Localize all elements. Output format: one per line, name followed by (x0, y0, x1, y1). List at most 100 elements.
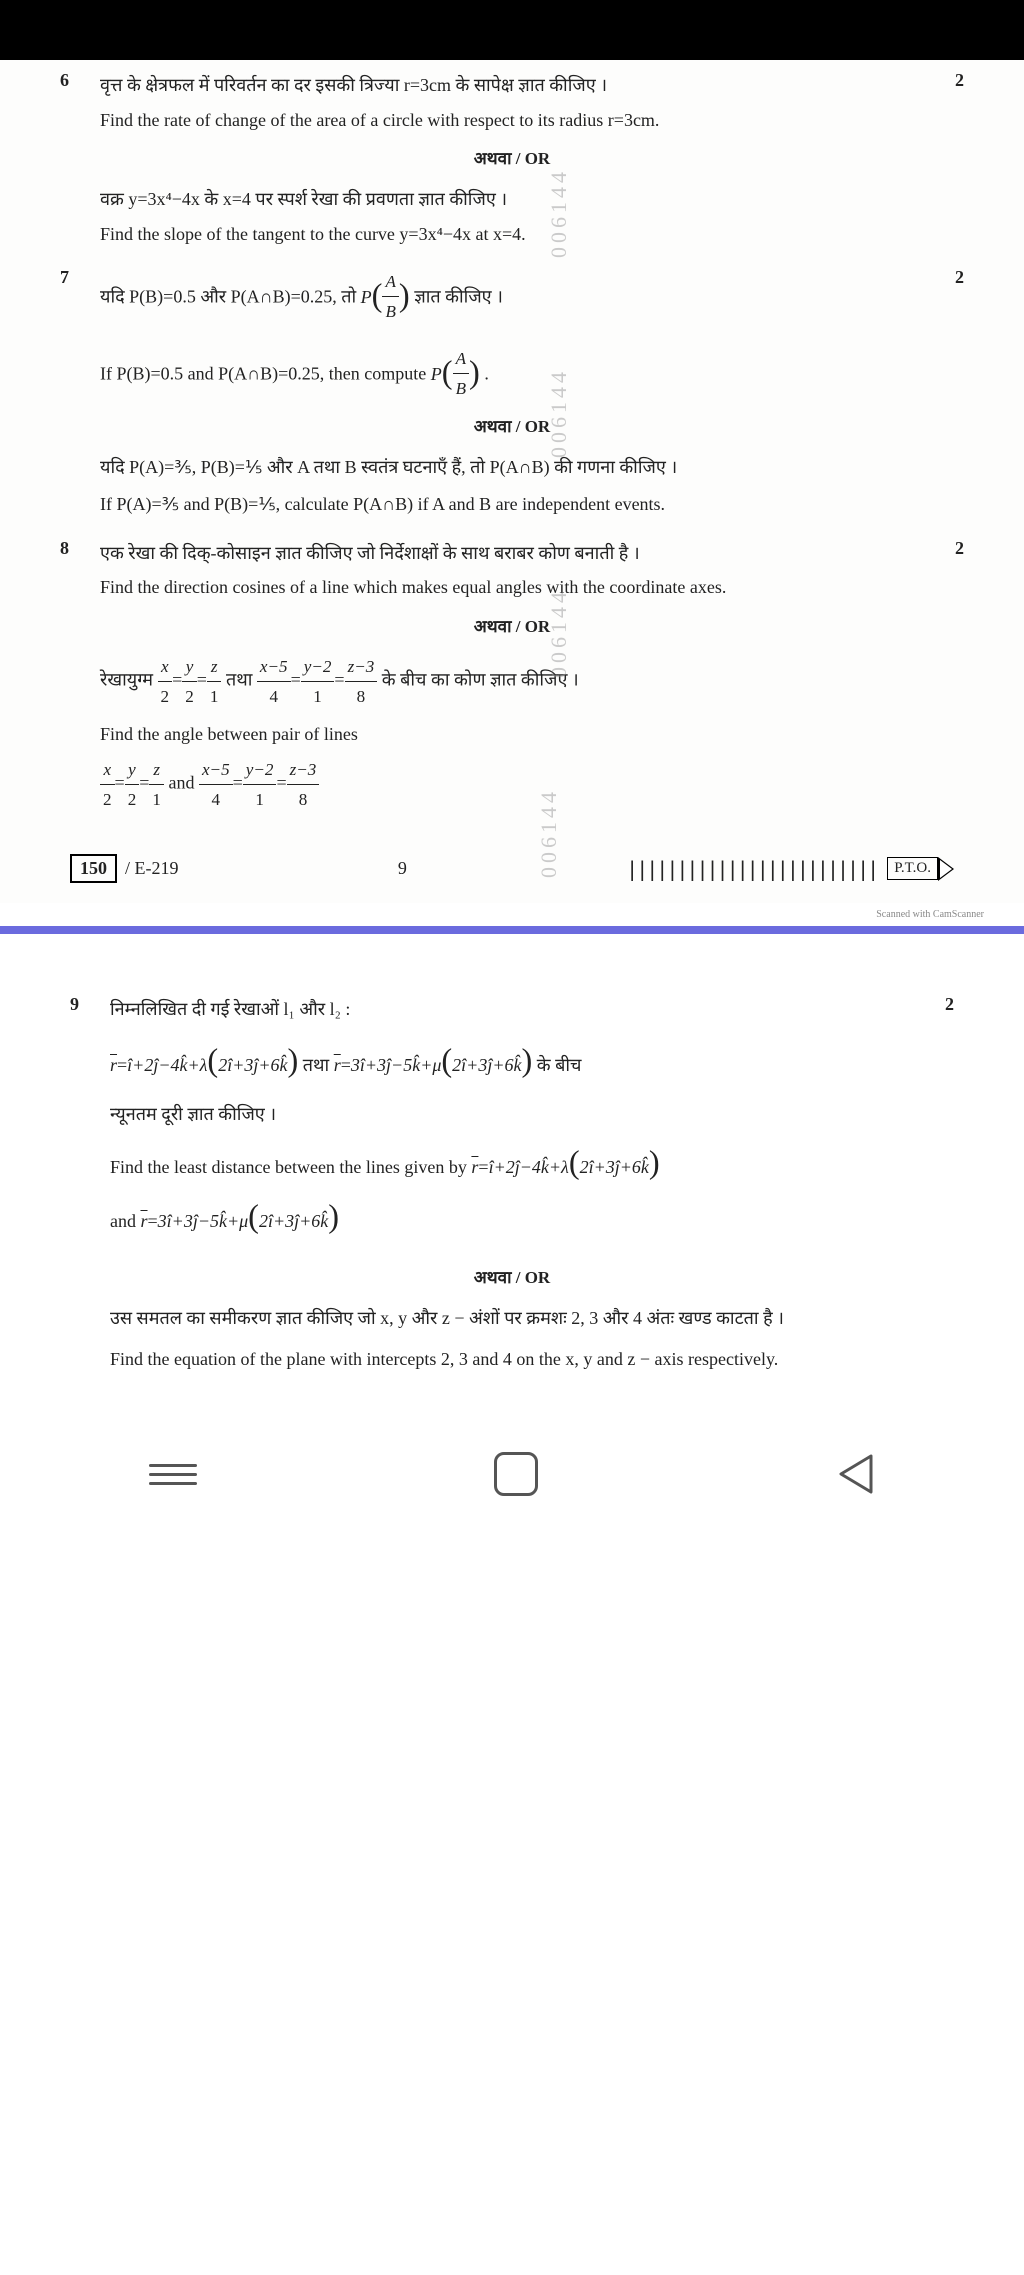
vec1-base: î+2ĵ−4k̂+λ (127, 1055, 207, 1075)
top-black-bar (0, 0, 1024, 60)
d: 8 (287, 785, 320, 814)
q7-english-a: If P(B)=0.5 and P(A∩B)=0.25, then comput… (100, 344, 924, 403)
q9-english-b: Find the equation of the plane with inte… (110, 1344, 914, 1375)
question-number: 9 (70, 994, 110, 1374)
question-8: 8 एक रेखा की दिक्-कोसाइन ज्ञात कीजिए जो … (60, 538, 964, 815)
vec1-base: î+2ĵ−4k̂+λ (489, 1157, 569, 1177)
paper-code: 150 (70, 854, 117, 883)
text: रेखायुग्म (100, 669, 158, 689)
q6-english-a: Find the rate of change of the area of a… (100, 105, 924, 136)
n: z−3 (287, 755, 320, 785)
probability-fraction: P(AB) (361, 267, 410, 326)
n: x−5 (257, 652, 291, 682)
question-marks: 2 (924, 70, 964, 249)
n: y−2 (301, 652, 335, 682)
q6-hindi-b: वक्र y=3x⁴−4x के x=4 पर स्पर्श रेखा की प… (100, 184, 924, 215)
text: तथा (226, 669, 257, 689)
text: Find the least distance between the line… (110, 1157, 471, 1177)
q9-hindi-end: न्यूनतम दूरी ज्ञात कीजिए । (110, 1099, 914, 1130)
text: If P(B)=0.5 and P(A∩B)=0.25, then comput… (100, 364, 431, 384)
q9-english-and: and r=3î+3ĵ−5k̂+μ(2î+3ĵ+6k̂) (110, 1205, 914, 1237)
n: x (100, 755, 115, 785)
n: y (182, 652, 197, 682)
denominator: B (382, 297, 398, 326)
denominator: B (453, 374, 469, 403)
ke-beech: के बीच (537, 1055, 582, 1075)
vector-r: r (334, 1055, 341, 1075)
and: and (110, 1211, 141, 1231)
page-divider (0, 926, 1024, 934)
vec-dir: 2î+3ĵ+6k̂ (259, 1211, 328, 1231)
exam-code: / E-219 (125, 858, 179, 879)
exam-page-2: 9 निम्नलिखित दी गई रेखाओं l₁ और l₂ : r=î… (0, 934, 1024, 1432)
q9-english-a: Find the least distance between the line… (110, 1151, 914, 1183)
or-separator: अथवा / OR (100, 413, 924, 442)
n: z (149, 755, 164, 785)
d: 1 (149, 785, 164, 814)
d: 2 (125, 785, 140, 814)
d: 2 (158, 682, 173, 711)
n: z−3 (345, 652, 378, 682)
vec2-base: 3î+3ĵ−5k̂+μ (351, 1055, 441, 1075)
question-marks: 2 (924, 538, 964, 815)
or-separator: अथवा / OR (100, 613, 924, 642)
q9-hindi-b: उस समतल का समीकरण ज्ञात कीजिए जो x, y और… (110, 1303, 914, 1334)
q6-english-b: Find the slope of the tangent to the cur… (100, 219, 924, 250)
vec-dir: 2î+3ĵ+6k̂ (218, 1055, 287, 1075)
question-number: 7 (60, 267, 100, 519)
d: 8 (345, 682, 378, 711)
page-footer: 150 / E-219 9 ||||||||||||||||||||||||| … (60, 854, 964, 883)
pto-arrow-icon (938, 857, 954, 881)
d: 1 (301, 682, 335, 711)
text: ज्ञात कीजिए । (414, 287, 503, 307)
d: 4 (257, 682, 291, 711)
question-body: वृत्त के क्षेत्रफल में परिवर्तन का दर इस… (100, 70, 924, 249)
q6-hindi-a: वृत्त के क्षेत्रफल में परिवर्तन का दर इस… (100, 70, 924, 101)
vector-r: r (471, 1157, 478, 1177)
q8-english-equation: x2=y2=z1 and x−54=y−21=z−38 (100, 755, 924, 814)
vec2-base: 3î+3ĵ−5k̂+μ (158, 1211, 248, 1231)
exam-page-1: 006144 006144 006144 006144 6 वृत्त के क… (0, 60, 1024, 903)
home-button[interactable] (494, 1452, 538, 1496)
text: के बीच का कोण ज्ञात कीजिए । (382, 669, 579, 689)
d: 4 (199, 785, 233, 814)
and-text: and (168, 773, 199, 793)
d: 2 (182, 682, 197, 711)
n: x (158, 652, 173, 682)
or-separator: अथवा / OR (110, 1264, 914, 1293)
q8-hindi-a: एक रेखा की दिक्-कोसाइन ज्ञात कीजिए जो नि… (100, 538, 924, 569)
q8-english-a: Find the direction cosines of a line whi… (100, 572, 924, 603)
question-number: 6 (60, 70, 100, 249)
q7-hindi-b: यदि P(A)=⅗, P(B)=⅕ और A तथा B स्वतंत्र घ… (100, 452, 924, 483)
q8-hindi-b: रेखायुग्म x2=y2=z1 तथा x−54=y−21=z−38 के… (100, 652, 924, 711)
text: . (484, 364, 489, 384)
d: 2 (100, 785, 115, 814)
vector-r: r (110, 1055, 117, 1075)
vec-dir: 2î+3ĵ+6k̂ (580, 1157, 649, 1177)
barcode-icon: ||||||||||||||||||||||||| (626, 857, 877, 881)
q9-hindi-vectors: r=î+2ĵ−4k̂+λ(2î+3ĵ+6k̂) तथा r=3î+3ĵ−5k̂+… (110, 1049, 914, 1081)
vector-r: r (141, 1211, 148, 1231)
android-nav-bar (0, 1432, 1024, 1516)
page-number: 9 (398, 858, 407, 879)
n: y−2 (243, 755, 277, 785)
question-body: यदि P(B)=0.5 और P(A∩B)=0.25, तो P(AB) ज्… (100, 267, 924, 519)
probability-fraction: P(AB) (431, 344, 480, 403)
q9-hindi-intro: निम्नलिखित दी गई रेखाओं l₁ और l₂ : (110, 994, 914, 1025)
question-6: 6 वृत्त के क्षेत्रफल में परिवर्तन का दर … (60, 70, 964, 249)
question-marks: 2 (924, 267, 964, 519)
or-separator: अथवा / OR (100, 145, 924, 174)
q8-english-b: Find the angle between pair of lines (100, 719, 924, 750)
q7-english-b: If P(A)=⅗ and P(B)=⅕, calculate P(A∩B) i… (100, 489, 924, 520)
pto-label: P.T.O. (887, 857, 938, 880)
question-body: एक रेखा की दिक्-कोसाइन ज्ञात कीजिए जो नि… (100, 538, 924, 815)
tatha: तथा (303, 1055, 334, 1075)
footer-right: ||||||||||||||||||||||||| P.T.O. (626, 857, 954, 881)
q7-hindi-a: यदि P(B)=0.5 और P(A∩B)=0.25, तो P(AB) ज्… (100, 267, 924, 326)
footer-left: 150 / E-219 (70, 854, 179, 883)
back-button[interactable] (835, 1452, 875, 1496)
d: 1 (207, 682, 222, 711)
recent-apps-button[interactable] (149, 1464, 197, 1485)
question-7: 7 यदि P(B)=0.5 और P(A∩B)=0.25, तो P(AB) … (60, 267, 964, 519)
scanner-attribution: Scanned with CamScanner (0, 903, 1024, 926)
